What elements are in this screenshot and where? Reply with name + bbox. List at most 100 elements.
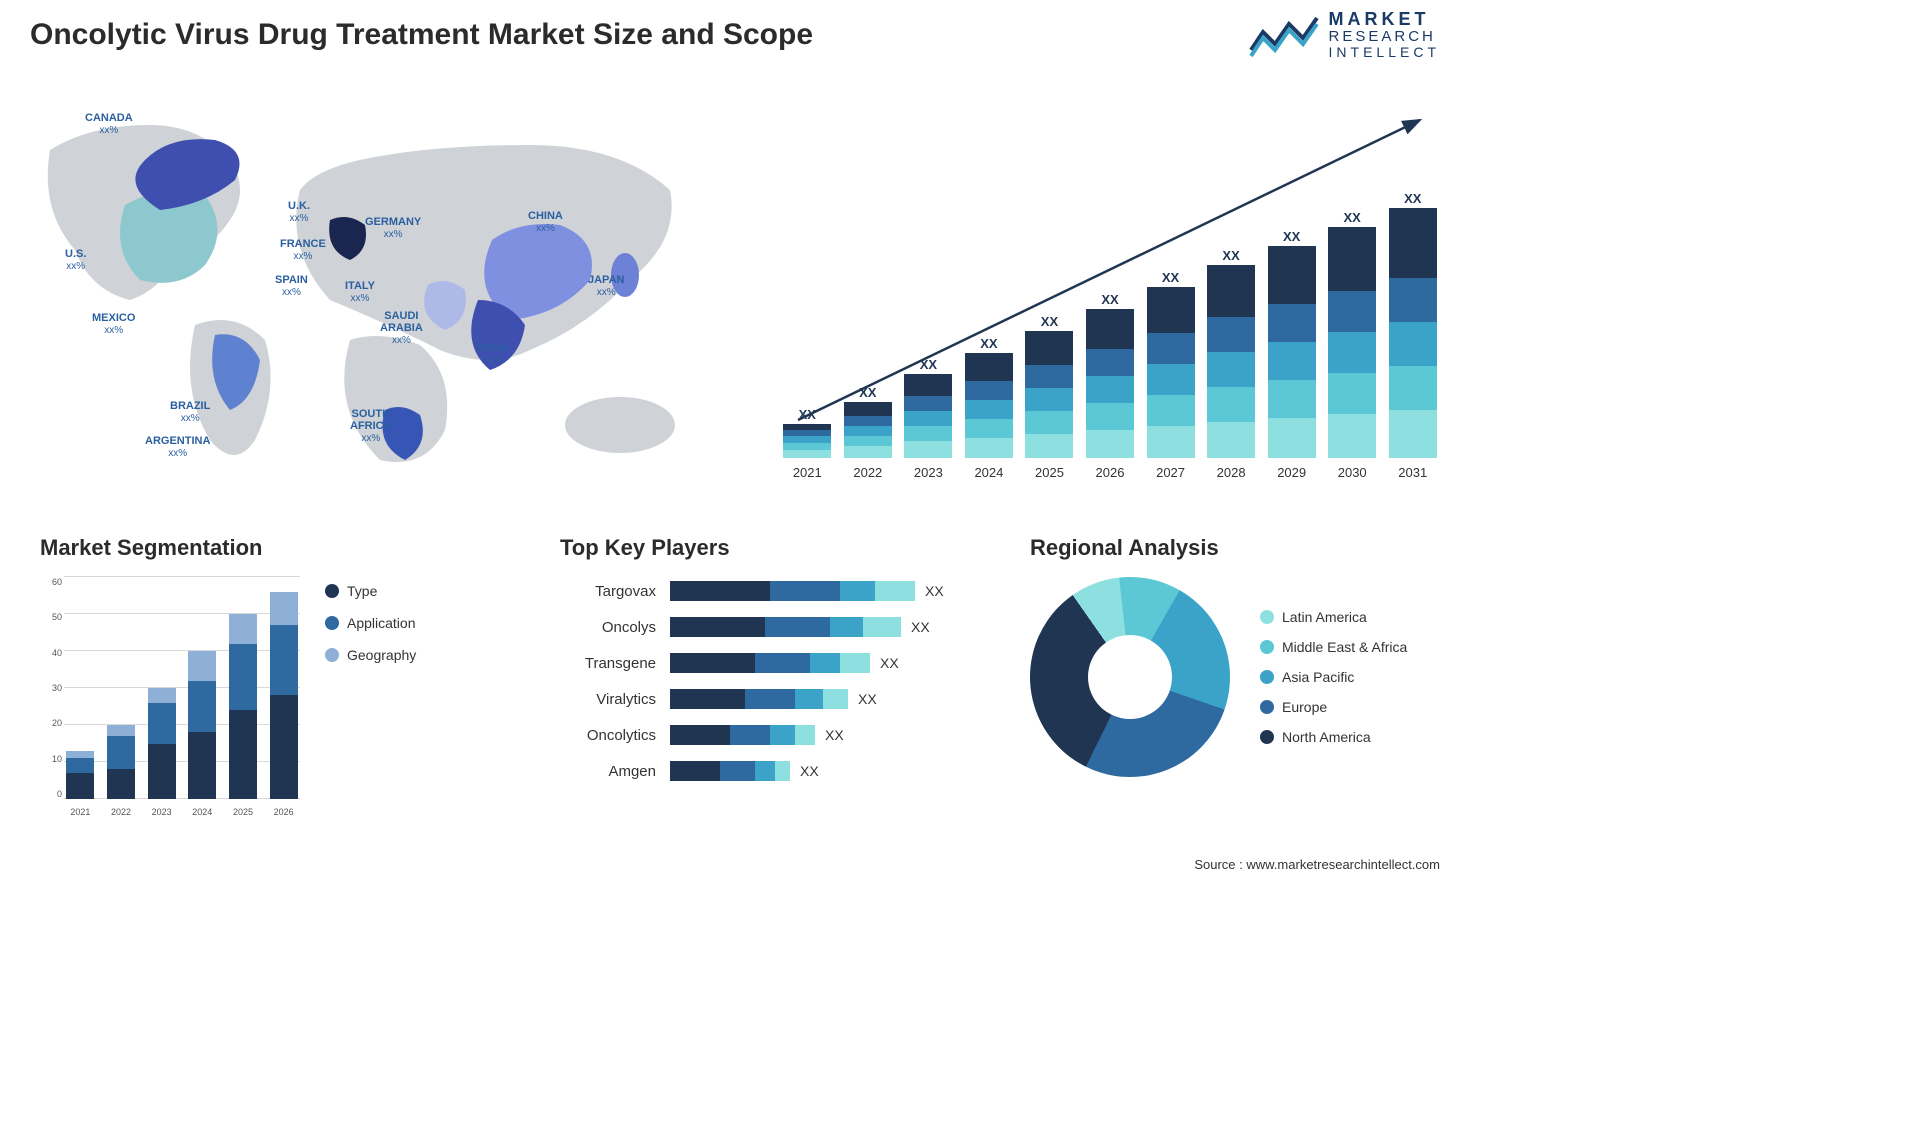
map-label: CHINAxx% xyxy=(528,210,563,234)
map-label: SOUTHAFRICAxx% xyxy=(350,408,392,444)
forecast-bar-label: XX xyxy=(920,357,937,372)
player-value: XX xyxy=(925,583,944,599)
forecast-bar-label: XX xyxy=(1222,248,1239,263)
seg-xlabel: 2024 xyxy=(188,807,216,817)
regional-donut xyxy=(1030,577,1230,777)
world-map: CANADAxx%U.S.xx%MEXICOxx%BRAZILxx%ARGENT… xyxy=(30,90,720,490)
player-value: XX xyxy=(911,619,930,635)
brand-logo: MARKET RESEARCH INTELLECT xyxy=(1249,10,1440,60)
seg-ytick: 60 xyxy=(40,577,62,587)
forecast-bar-label: XX xyxy=(1404,191,1421,206)
forecast-bar: XX xyxy=(1083,292,1138,458)
forecast-bar-label: XX xyxy=(1162,270,1179,285)
legend-item: North America xyxy=(1260,729,1407,745)
players-panel: Top Key Players TargovaxXXOncolysXXTrans… xyxy=(560,535,1000,825)
forecast-bar-label: XX xyxy=(1283,229,1300,244)
forecast-bar: XX xyxy=(841,385,896,458)
segmentation-legend: Type Application Geography xyxy=(325,583,416,663)
forecast-year-label: 2021 xyxy=(780,465,835,480)
forecast-year-label: 2028 xyxy=(1204,465,1259,480)
player-name: Oncolytics xyxy=(560,727,670,744)
logo-text-1: MARKET xyxy=(1329,10,1440,29)
player-name: Oncolys xyxy=(560,619,670,636)
map-label: CANADAxx% xyxy=(85,112,133,136)
seg-ytick: 30 xyxy=(40,683,62,693)
map-label: U.K.xx% xyxy=(288,200,310,224)
player-value: XX xyxy=(858,691,877,707)
map-label: SPAINxx% xyxy=(275,274,308,298)
player-name: Viralytics xyxy=(560,691,670,708)
player-name: Targovax xyxy=(560,583,670,600)
seg-ytick: 20 xyxy=(40,718,62,728)
segmentation-chart: 0102030405060 202120222023202420252026 xyxy=(40,577,300,817)
segmentation-bar xyxy=(188,651,216,799)
segmentation-panel: Market Segmentation 0102030405060 202120… xyxy=(40,535,480,825)
legend-item: Europe xyxy=(1260,699,1407,715)
legend-item: Middle East & Africa xyxy=(1260,639,1407,655)
legend-item: Application xyxy=(325,615,416,631)
map-label: FRANCExx% xyxy=(280,238,326,262)
forecast-year-label: 2031 xyxy=(1385,465,1440,480)
legend-item: Geography xyxy=(325,647,416,663)
seg-xlabel: 2026 xyxy=(270,807,298,817)
forecast-bar-label: XX xyxy=(980,336,997,351)
forecast-year-label: 2030 xyxy=(1325,465,1380,480)
legend-item: Latin America xyxy=(1260,609,1407,625)
seg-xlabel: 2022 xyxy=(107,807,135,817)
forecast-bar-label: XX xyxy=(1041,314,1058,329)
forecast-bar: XX xyxy=(1143,270,1198,458)
forecast-bar: XX xyxy=(962,336,1017,458)
map-label: MEXICOxx% xyxy=(92,312,135,336)
segmentation-bar xyxy=(229,614,257,799)
player-row: Oncolytics XX xyxy=(560,721,1000,749)
map-label: INDIAxx% xyxy=(478,342,508,366)
segmentation-bar xyxy=(66,751,94,799)
forecast-year-label: 2027 xyxy=(1143,465,1198,480)
source-text: Source : www.marketresearchintellect.com xyxy=(1194,857,1440,872)
seg-xlabel: 2021 xyxy=(66,807,94,817)
forecast-bar: XX xyxy=(1264,229,1319,458)
player-value: XX xyxy=(825,727,844,743)
forecast-bar: XX xyxy=(1325,210,1380,458)
logo-text-2: RESEARCH xyxy=(1329,29,1440,45)
legend-item: Asia Pacific xyxy=(1260,669,1407,685)
map-label: BRAZILxx% xyxy=(170,400,210,424)
map-label: JAPANxx% xyxy=(588,274,624,298)
seg-ytick: 10 xyxy=(40,754,62,764)
player-row: Targovax XX xyxy=(560,577,1000,605)
player-row: Oncolys XX xyxy=(560,613,1000,641)
segmentation-bar xyxy=(270,592,298,799)
forecast-bar: XX xyxy=(1022,314,1077,458)
forecast-year-label: 2022 xyxy=(841,465,896,480)
seg-ytick: 40 xyxy=(40,648,62,658)
map-label: SAUDIARABIAxx% xyxy=(380,310,423,346)
regional-panel: Regional Analysis Latin America Middle Ea… xyxy=(1030,535,1450,825)
forecast-year-label: 2023 xyxy=(901,465,956,480)
segmentation-bar xyxy=(107,725,135,799)
player-value: XX xyxy=(800,763,819,779)
seg-xlabel: 2023 xyxy=(148,807,176,817)
players-title: Top Key Players xyxy=(560,535,1000,561)
player-row: Transgene XX xyxy=(560,649,1000,677)
page-title: Oncolytic Virus Drug Treatment Market Si… xyxy=(30,18,813,52)
forecast-bar: XX xyxy=(1204,248,1259,458)
logo-mark-icon xyxy=(1249,10,1319,60)
forecast-year-label: 2029 xyxy=(1264,465,1319,480)
map-label: ITALYxx% xyxy=(345,280,375,304)
forecast-bar-label: XX xyxy=(799,407,816,422)
regional-legend: Latin America Middle East & Africa Asia Pa… xyxy=(1260,609,1407,745)
forecast-year-label: 2026 xyxy=(1083,465,1138,480)
forecast-bar-label: XX xyxy=(1101,292,1118,307)
regional-title: Regional Analysis xyxy=(1030,535,1450,561)
segmentation-title: Market Segmentation xyxy=(40,535,480,561)
legend-item: Type xyxy=(325,583,416,599)
seg-xlabel: 2025 xyxy=(229,807,257,817)
forecast-bar-label: XX xyxy=(1344,210,1361,225)
forecast-bar: XX xyxy=(1385,191,1440,458)
player-value: XX xyxy=(880,655,899,671)
forecast-year-label: 2025 xyxy=(1022,465,1077,480)
segmentation-bar xyxy=(148,688,176,799)
player-name: Transgene xyxy=(560,655,670,672)
forecast-chart: XXXXXXXXXXXXXXXXXXXXXX 20212022202320242… xyxy=(780,100,1440,480)
seg-ytick: 0 xyxy=(40,789,62,799)
